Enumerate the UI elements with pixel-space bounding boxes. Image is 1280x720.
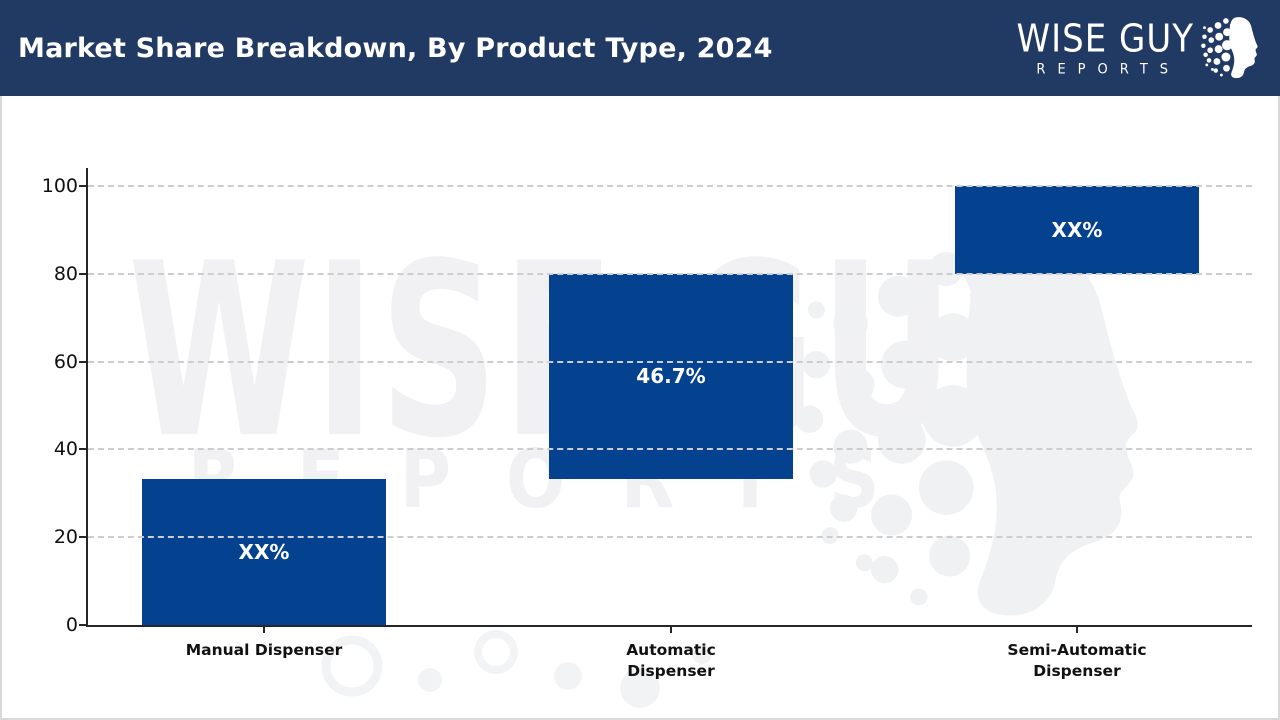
bar-2: XX%	[955, 186, 1199, 274]
x-tick-mark-0	[263, 625, 265, 633]
y-tick-mark-60	[79, 360, 88, 363]
y-tick-mark-80	[79, 272, 88, 275]
y-tick-label-60: 60	[53, 350, 78, 373]
watermark-face-icon	[795, 246, 1138, 616]
x-category-label-1: Automatic Dispenser	[626, 641, 716, 680]
y-tick-mark-20	[79, 536, 88, 539]
y-axis-line	[86, 168, 88, 627]
x-tick-mark-2	[1076, 625, 1078, 633]
y-tick-mark-0	[79, 624, 88, 626]
watermark-dots	[321, 630, 712, 708]
brand-logo: WISE GUY REPORTS	[1016, 8, 1262, 88]
bar-value-label-2: XX%	[1051, 217, 1103, 242]
brand-wordmark: WISE GUY	[1016, 16, 1194, 61]
bar-0: XX%	[142, 478, 386, 625]
x-axis-line	[86, 625, 1252, 627]
y-tick-mark-100	[79, 185, 88, 187]
x-category-label-0: Manual Dispenser	[185, 641, 343, 659]
x-tick-mark-1	[670, 625, 672, 633]
x-category-label-2: Semi-Automatic Dispenser	[1007, 641, 1147, 680]
y-tick-label-40: 40	[53, 438, 78, 461]
bar-1: 46.7%	[549, 273, 793, 479]
page-title: Market Share Breakdown, By Product Type,…	[18, 32, 773, 64]
gridline-60	[88, 360, 1252, 363]
y-tick-label-80: 80	[53, 262, 78, 285]
bar-value-label-1: 46.7%	[636, 364, 706, 389]
header-bar: Market Share Breakdown, By Product Type,…	[0, 0, 1280, 96]
gridline-20	[88, 536, 1252, 539]
y-tick-label-100: 100	[41, 175, 78, 197]
bar-value-label-0: XX%	[238, 539, 290, 564]
brand-subtext: REPORTS	[1036, 60, 1181, 78]
y-tick-mark-40	[79, 448, 88, 451]
gridline-80	[88, 272, 1252, 275]
y-tick-label-20: 20	[53, 526, 78, 549]
y-tick-label-0: 0	[65, 614, 78, 636]
gridline-40	[88, 448, 1252, 451]
gridline-100	[88, 185, 1252, 187]
brand-face-icon	[1201, 17, 1258, 79]
